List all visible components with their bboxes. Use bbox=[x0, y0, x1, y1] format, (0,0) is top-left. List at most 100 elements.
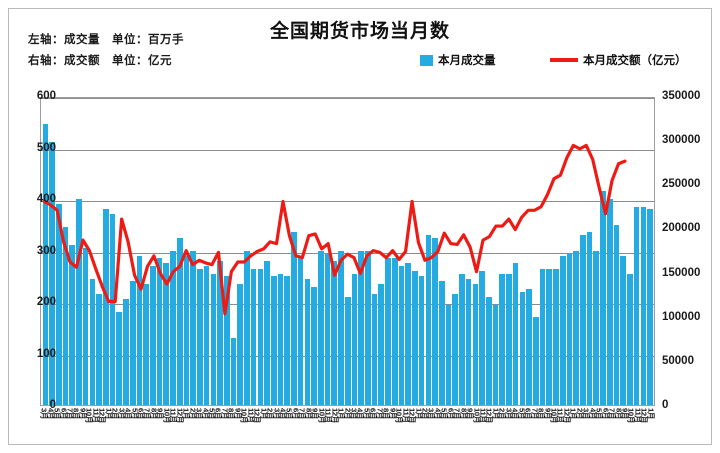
bar bbox=[210, 273, 217, 405]
bar bbox=[103, 209, 109, 405]
legend-line-swatch-icon bbox=[550, 58, 578, 62]
bar bbox=[365, 250, 371, 405]
gridline bbox=[41, 98, 654, 99]
bar bbox=[600, 191, 606, 405]
bar bbox=[405, 263, 411, 405]
bar bbox=[586, 232, 593, 405]
bar bbox=[223, 276, 230, 405]
bar bbox=[344, 296, 351, 405]
bar bbox=[62, 227, 69, 405]
bar bbox=[96, 294, 102, 405]
bar bbox=[499, 273, 506, 405]
y-tick-left: 100 bbox=[36, 347, 56, 360]
legend-bar-label: 本月成交量 bbox=[438, 55, 496, 67]
bar bbox=[647, 209, 653, 405]
bar bbox=[217, 260, 223, 405]
legend-bar-swatch-icon bbox=[420, 54, 433, 66]
bar bbox=[627, 273, 633, 405]
y-tick-left: 500 bbox=[36, 141, 56, 154]
axis-unit-notes: 左轴：成交量 单位：百万手 右轴：成交额 单位：亿元 bbox=[28, 30, 258, 72]
bar bbox=[244, 250, 250, 405]
bar bbox=[277, 273, 284, 405]
bar bbox=[304, 278, 311, 405]
bar bbox=[69, 245, 76, 405]
bar bbox=[425, 235, 432, 405]
bar bbox=[492, 304, 499, 405]
bar bbox=[613, 224, 620, 405]
bar bbox=[506, 273, 512, 405]
bar bbox=[459, 273, 465, 405]
bar bbox=[197, 268, 203, 405]
bar bbox=[533, 317, 539, 405]
bar bbox=[485, 296, 492, 405]
bar bbox=[412, 271, 418, 405]
bar bbox=[324, 253, 331, 405]
bar bbox=[230, 338, 237, 405]
bar bbox=[250, 268, 257, 405]
bar bbox=[257, 268, 264, 405]
bar bbox=[76, 199, 82, 405]
y-tick-left: 400 bbox=[36, 193, 56, 205]
bar bbox=[391, 258, 398, 405]
line-series bbox=[42, 143, 627, 316]
bar bbox=[116, 312, 123, 405]
bar bbox=[479, 271, 485, 405]
bar bbox=[89, 278, 96, 405]
x-tick: 1月 bbox=[646, 408, 656, 453]
bar bbox=[452, 294, 459, 405]
plot-area-wrapper bbox=[40, 97, 655, 406]
y-tick-right: 50000 bbox=[662, 354, 694, 367]
x-tick-label: 1月 bbox=[646, 408, 656, 420]
y-tick-right: 350000 bbox=[662, 90, 701, 102]
bar bbox=[331, 260, 338, 405]
plot-area bbox=[40, 97, 655, 406]
bar bbox=[620, 255, 626, 405]
bar bbox=[129, 281, 136, 405]
bar bbox=[264, 260, 270, 405]
bar bbox=[438, 281, 445, 405]
legend-item-turnover: 本月成交额（亿元） bbox=[550, 52, 687, 68]
bar bbox=[539, 268, 546, 405]
left-axis-note: 左轴：成交量 单位：百万手 bbox=[28, 34, 184, 46]
bar bbox=[291, 232, 297, 405]
bar bbox=[136, 255, 143, 405]
turnover-line bbox=[42, 143, 627, 316]
bar bbox=[338, 250, 344, 405]
bar bbox=[109, 214, 116, 405]
gridline bbox=[41, 201, 654, 202]
bar bbox=[519, 291, 526, 405]
bar bbox=[42, 124, 49, 405]
bar bbox=[190, 250, 196, 405]
y-tick-left: 200 bbox=[36, 296, 56, 308]
bar bbox=[580, 235, 586, 405]
bar bbox=[358, 250, 364, 405]
bar bbox=[156, 258, 163, 405]
bar bbox=[606, 199, 613, 405]
bar bbox=[318, 250, 324, 405]
y-tick-right: 150000 bbox=[662, 266, 701, 279]
bar bbox=[150, 265, 156, 405]
y-tick-left: 0 bbox=[49, 399, 56, 411]
bar bbox=[237, 283, 244, 405]
legend-line-label: 本月成交额（亿元） bbox=[583, 55, 687, 67]
bar bbox=[170, 250, 176, 405]
y-tick-left: 300 bbox=[36, 244, 56, 257]
bar bbox=[297, 258, 304, 405]
bar bbox=[385, 258, 391, 405]
bar bbox=[311, 286, 317, 405]
bar bbox=[465, 278, 472, 405]
y-tick-left: 600 bbox=[36, 90, 56, 102]
gridline bbox=[41, 149, 654, 151]
x-axis-labels: 3月 4月 5月 6月 7月 8月 9月 10月 11月 12月 1月 2月 3月 4月 5月 6月 7月 8月 9… bbox=[40, 408, 656, 453]
bar bbox=[123, 299, 129, 405]
right-axis-note: 右轴：成交额 单位：亿元 bbox=[28, 55, 172, 67]
page-title: 全国期货市场当月数 bbox=[269, 21, 450, 42]
bar bbox=[472, 283, 479, 405]
bar bbox=[284, 276, 291, 405]
bar bbox=[371, 294, 378, 405]
bar bbox=[398, 265, 405, 405]
bar-series bbox=[41, 98, 654, 405]
bar bbox=[203, 265, 210, 405]
bar bbox=[512, 263, 519, 405]
bar bbox=[378, 283, 385, 405]
